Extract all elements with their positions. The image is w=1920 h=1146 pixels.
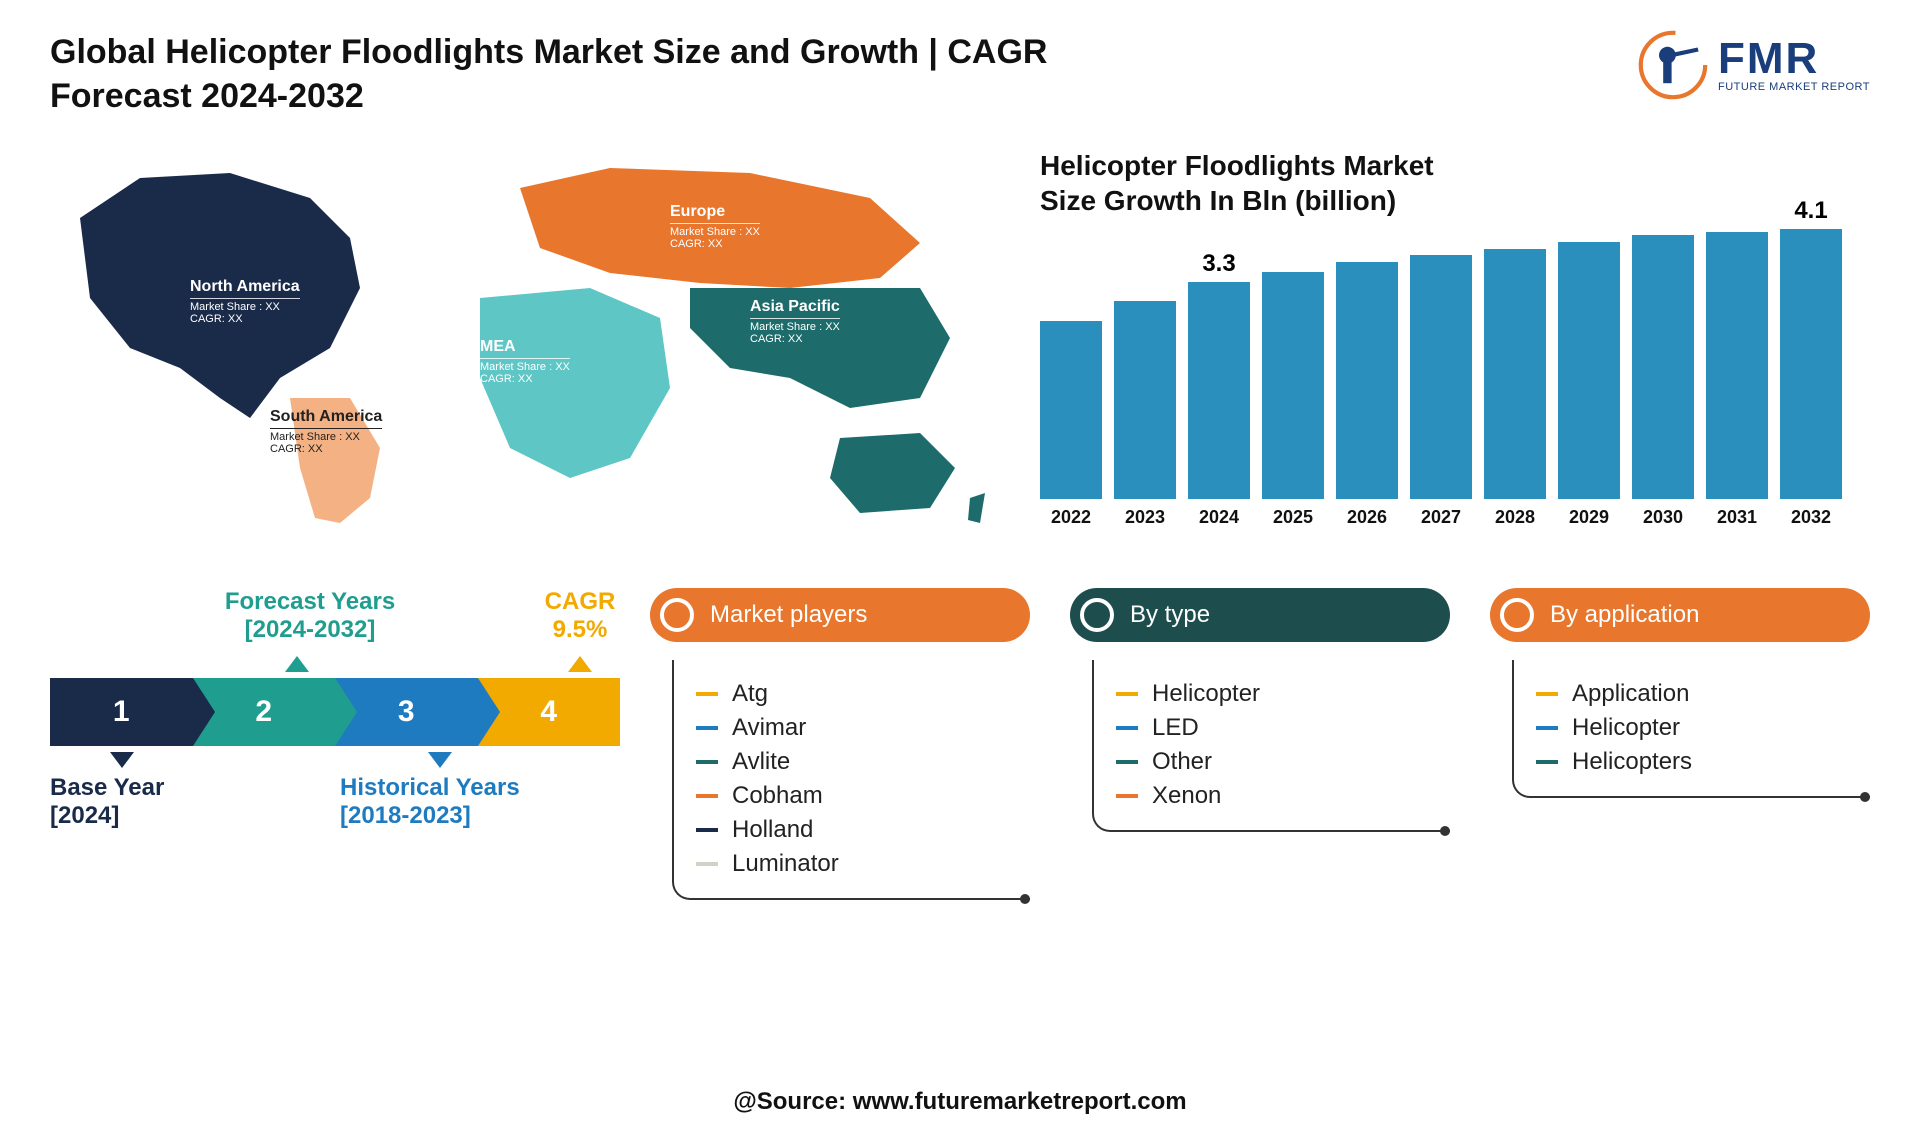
cat-item: Xenon [1116,782,1450,810]
timeline-seg-1: 1 [50,678,193,746]
logo-text: FMR [1718,37,1870,81]
chart-title: Helicopter Floodlights Market Size Growt… [1040,148,1440,218]
bar-2023: 2023 [1114,301,1176,528]
fmr-logo-icon [1638,30,1708,100]
bar-2029: 2029 [1558,242,1620,528]
region-ap-aus [830,433,955,513]
world-map: North AmericaMarket Share : XXCAGR: XX So… [50,148,1000,528]
cat-item: Helicopter [1116,680,1450,708]
cat-item: LED [1116,714,1450,742]
bar-2032: 4.12032 [1780,197,1842,529]
category-pill: Market players [650,588,1030,642]
bar-chart: 202220233.320242025202620272028202920302… [1040,228,1870,528]
category-2: By application Application Helicopter Heli… [1490,588,1870,900]
category-1: By type Helicopter LED Other Xenon [1070,588,1450,900]
region-ap-nz [968,493,985,523]
bar-2030: 2030 [1632,235,1694,528]
bar-2024: 3.32024 [1188,250,1250,529]
region-label-ap: Asia PacificMarket Share : XXCAGR: XX [750,298,840,345]
base-year-label: Base Year [2024] [50,774,230,830]
cat-item: Other [1116,748,1450,776]
bar-2027: 2027 [1410,255,1472,528]
bar-2028: 2028 [1484,249,1546,529]
cat-item: Helicopters [1536,748,1870,776]
region-label-mea: MEAMarket Share : XXCAGR: XX [480,338,570,385]
bar-chart-area: Helicopter Floodlights Market Size Growt… [1040,148,1870,528]
region-label-eu: EuropeMarket Share : XXCAGR: XX [670,203,760,250]
region-label-sa: South AmericaMarket Share : XXCAGR: XX [270,408,382,455]
region-label-na: North AmericaMarket Share : XXCAGR: XX [190,278,300,325]
bar-2031: 2031 [1706,232,1768,528]
bar-2022: 2022 [1040,321,1102,528]
cat-item: Cobham [696,782,1030,810]
logo: FMR FUTURE MARKET REPORT [1638,30,1870,100]
logo-subtitle: FUTURE MARKET REPORT [1718,81,1870,93]
category-0: Market players Atg Avimar Avlite Cobham Holl… [650,588,1030,900]
page-title: Global Helicopter Floodlights Market Siz… [50,30,1150,118]
bar-2026: 2026 [1336,262,1398,529]
cat-item: Holland [696,816,1030,844]
bar-2025: 2025 [1262,272,1324,529]
cat-item: Application [1536,680,1870,708]
cat-item: Avimar [696,714,1030,742]
source-text: @Source: www.futuremarketreport.com [0,1088,1920,1116]
cat-item: Avlite [696,748,1030,776]
cagr-label: CAGR 9.5% [520,588,640,644]
header: Global Helicopter Floodlights Market Siz… [50,30,1870,118]
cat-item: Luminator [696,850,1030,878]
category-pill: By type [1070,588,1450,642]
cat-item: Helicopter [1536,714,1870,742]
forecast-label: Forecast Years [2024-2032] [200,588,420,644]
historical-label: Historical Years [2018-2023] [340,774,580,830]
cat-item: Atg [696,680,1030,708]
category-pill: By application [1490,588,1870,642]
timeline: Forecast Years [2024-2032] CAGR 9.5% 123… [50,588,620,866]
